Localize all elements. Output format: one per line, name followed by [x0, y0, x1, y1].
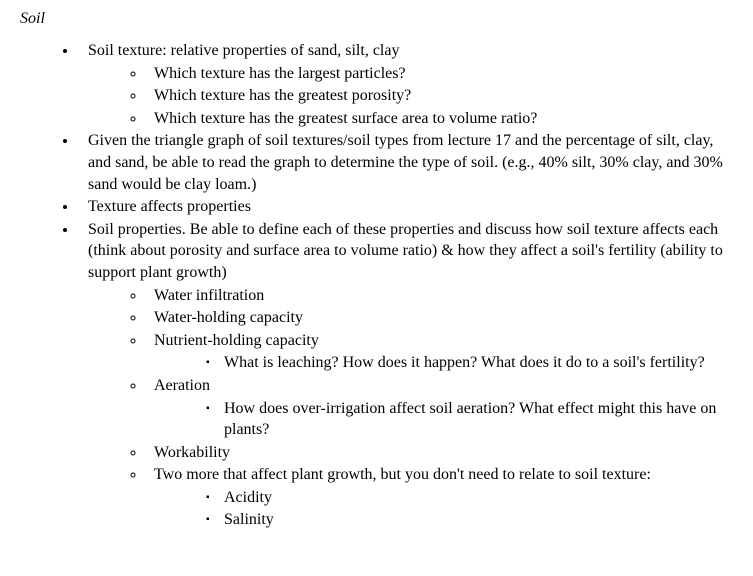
item-text: Nutrient-holding capacity: [154, 332, 319, 349]
list-item: Texture affects properties: [78, 196, 733, 218]
item-text: How does over-irrigation affect soil aer…: [224, 400, 716, 439]
sublist: Which texture has the largest particles?…: [88, 63, 733, 130]
document-title: Soil: [20, 10, 733, 28]
item-text: Which texture has the largest particles?: [154, 65, 406, 82]
list-item: Which texture has the greatest porosity?: [146, 85, 733, 107]
sub-sublist: What is leaching? How does it happen? Wh…: [154, 352, 733, 374]
list-item: What is leaching? How does it happen? Wh…: [206, 352, 733, 374]
list-item: Water infiltration: [146, 285, 733, 307]
list-item: Aeration How does over-irrigation affect…: [146, 375, 733, 441]
item-text: Salinity: [224, 511, 274, 528]
item-text: Soil texture: relative properties of san…: [88, 42, 399, 59]
list-item: Workability: [146, 442, 733, 464]
list-item: Acidity: [206, 487, 733, 509]
item-text: Which texture has the greatest surface a…: [154, 110, 537, 127]
main-list: Soil texture: relative properties of san…: [20, 40, 733, 531]
list-item: Two more that affect plant growth, but y…: [146, 464, 733, 531]
item-text: Workability: [154, 444, 230, 461]
item-text: What is leaching? How does it happen? Wh…: [224, 354, 705, 371]
item-text: Two more that affect plant growth, but y…: [154, 466, 651, 483]
sub-sublist: How does over-irrigation affect soil aer…: [154, 398, 733, 441]
list-item: Given the triangle graph of soil texture…: [78, 130, 733, 195]
list-item: Nutrient-holding capacity What is leachi…: [146, 330, 733, 374]
item-text: Water-holding capacity: [154, 309, 303, 326]
item-text: Given the triangle graph of soil texture…: [88, 132, 723, 192]
list-item: Which texture has the greatest surface a…: [146, 108, 733, 130]
list-item: Water-holding capacity: [146, 307, 733, 329]
list-item: Soil properties. Be able to define each …: [78, 219, 733, 531]
item-text: Soil properties. Be able to define each …: [88, 221, 723, 281]
item-text: Acidity: [224, 489, 272, 506]
sublist: Water infiltration Water-holding capacit…: [88, 285, 733, 532]
list-item: Soil texture: relative properties of san…: [78, 40, 733, 129]
item-text: Texture affects properties: [88, 198, 251, 215]
item-text: Water infiltration: [154, 287, 264, 304]
list-item: Which texture has the largest particles?: [146, 63, 733, 85]
list-item: How does over-irrigation affect soil aer…: [206, 398, 733, 441]
list-item: Salinity: [206, 509, 733, 531]
item-text: Aeration: [154, 377, 210, 394]
item-text: Which texture has the greatest porosity?: [154, 87, 411, 104]
sub-sublist: Acidity Salinity: [154, 487, 733, 531]
